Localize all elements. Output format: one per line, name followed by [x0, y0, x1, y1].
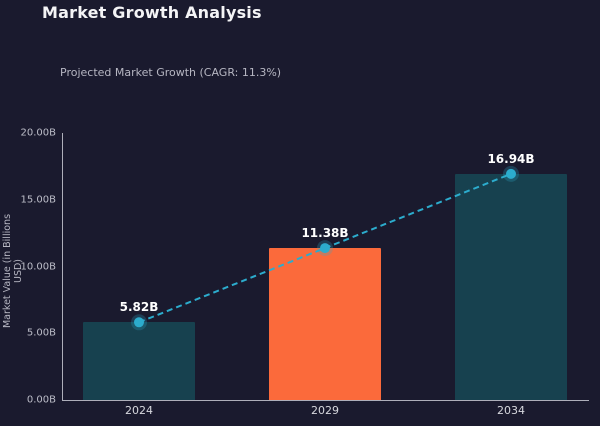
x-axis-line [62, 400, 589, 401]
bar-value-label: 16.94B [487, 151, 535, 166]
bar-value-label: 5.82B [119, 300, 159, 315]
bar-2024 [83, 322, 195, 400]
y-tick-label: 10.00B [20, 261, 57, 272]
y-tick-label: 0.00B [26, 394, 56, 406]
bar-2034 [455, 173, 567, 400]
x-tick-label: 2029 [311, 404, 339, 417]
x-tick-label: 2024 [125, 404, 153, 417]
bar-value-label: 11.38B [301, 226, 349, 241]
chart-title: Market Growth Analysis [42, 3, 262, 22]
y-tick-label: 15.00B [20, 194, 57, 206]
y-axis-line [62, 133, 63, 400]
x-tick-label: 2034 [497, 404, 525, 417]
y-tick-label: 20.00B [20, 127, 57, 139]
chart-subtitle: Projected Market Growth (CAGR: 11.3%) [60, 66, 282, 79]
y-tick-label: 5.00B [26, 327, 56, 339]
bar-2029 [269, 248, 381, 400]
